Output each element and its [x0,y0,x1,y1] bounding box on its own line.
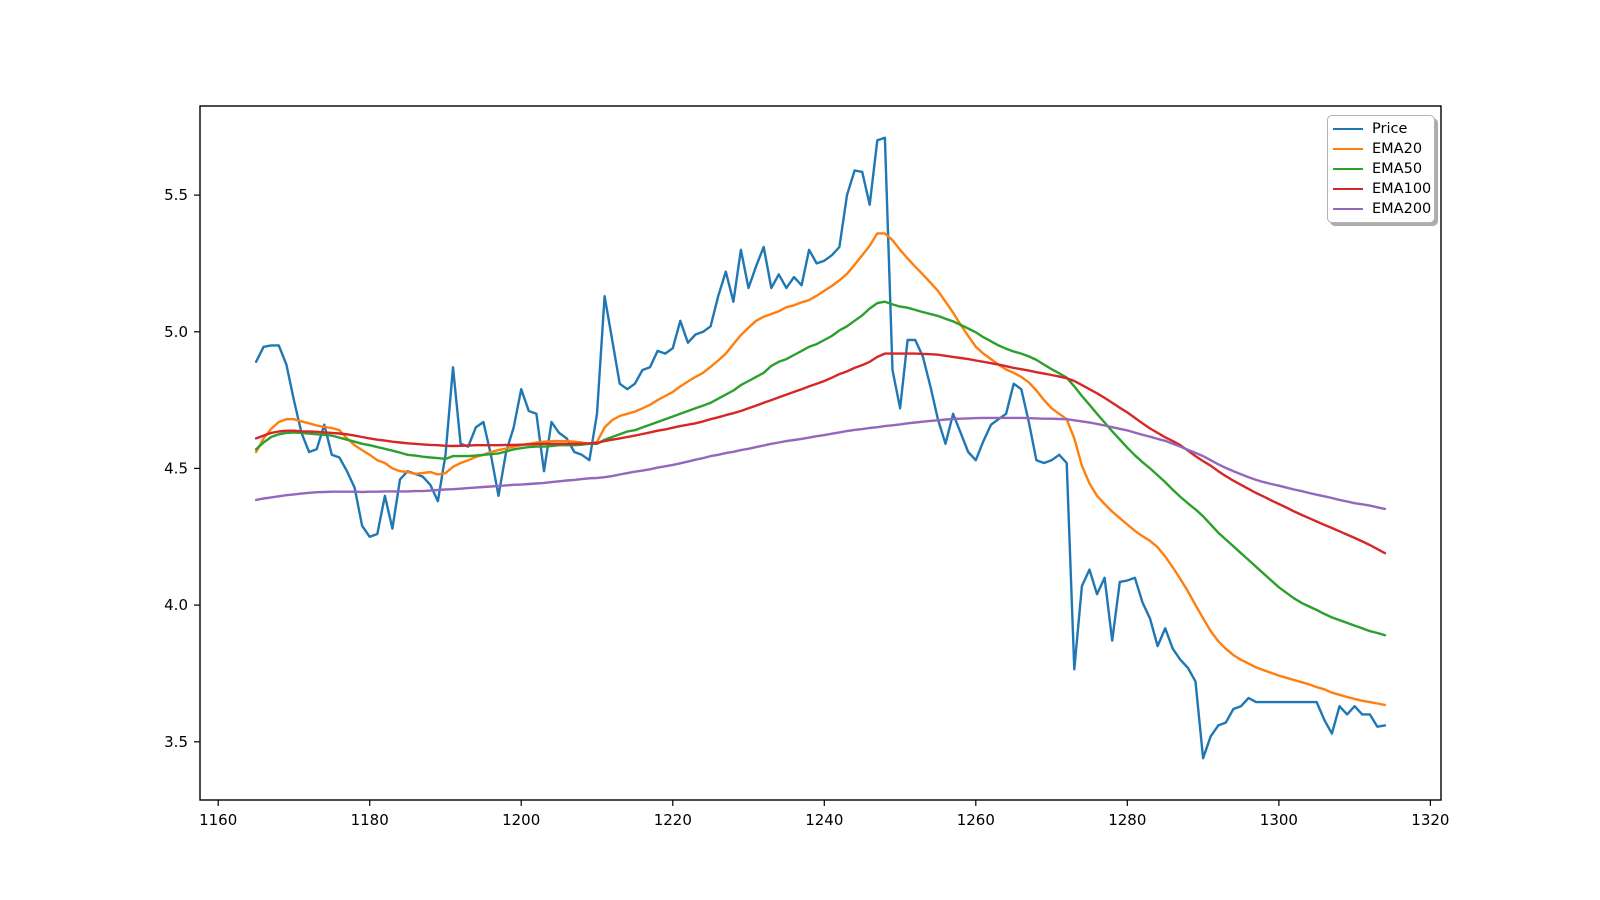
x-tick-label: 1280 [1108,811,1146,829]
legend-item-ema50: EMA50 [1333,159,1429,179]
legend-label-ema20: EMA20 [1372,141,1423,157]
legend-item-ema200: EMA200 [1333,199,1432,219]
y-tick-label: 4.5 [164,459,188,477]
legend-line-sample-ema50 [1333,168,1363,170]
series-line-ema50 [254,300,1387,637]
x-tick-label: 1240 [805,811,843,829]
x-tick-label: 1320 [1411,811,1449,829]
x-tick-label: 1260 [957,811,995,829]
y-tick-label: 5.0 [164,323,188,341]
legend: Price EMA20 EMA50 EMA100 EMA200 [1327,115,1435,223]
legend-label-ema100: EMA100 [1372,181,1432,197]
legend-item-price: Price [1333,119,1429,139]
axes-frame [199,105,1442,801]
series-line-price [254,136,1387,760]
legend-line-sample-ema100 [1333,188,1363,190]
x-tick-label: 1180 [351,811,389,829]
x-tick-label: 1160 [199,811,237,829]
series-line-ema200 [254,416,1387,511]
y-tick-label: 5.5 [164,186,188,204]
legend-label-ema50: EMA50 [1372,161,1423,177]
legend-label-ema200: EMA200 [1372,201,1432,217]
legend-item-ema100: EMA100 [1333,179,1432,199]
legend-line-sample-ema20 [1333,148,1363,150]
legend-line-sample-ema200 [1333,208,1363,210]
x-tick-label: 1300 [1260,811,1298,829]
legend-label-price: Price [1372,121,1408,137]
legend-item-ema20: EMA20 [1333,139,1429,159]
series-line-ema20 [254,232,1387,707]
y-tick-label: 4.0 [164,596,188,614]
x-tick-label: 1220 [654,811,692,829]
x-tick-label: 1200 [502,811,540,829]
series-line-ema100 [254,352,1387,555]
y-tick-label: 3.5 [164,733,188,751]
legend-line-sample-price [1333,128,1363,130]
